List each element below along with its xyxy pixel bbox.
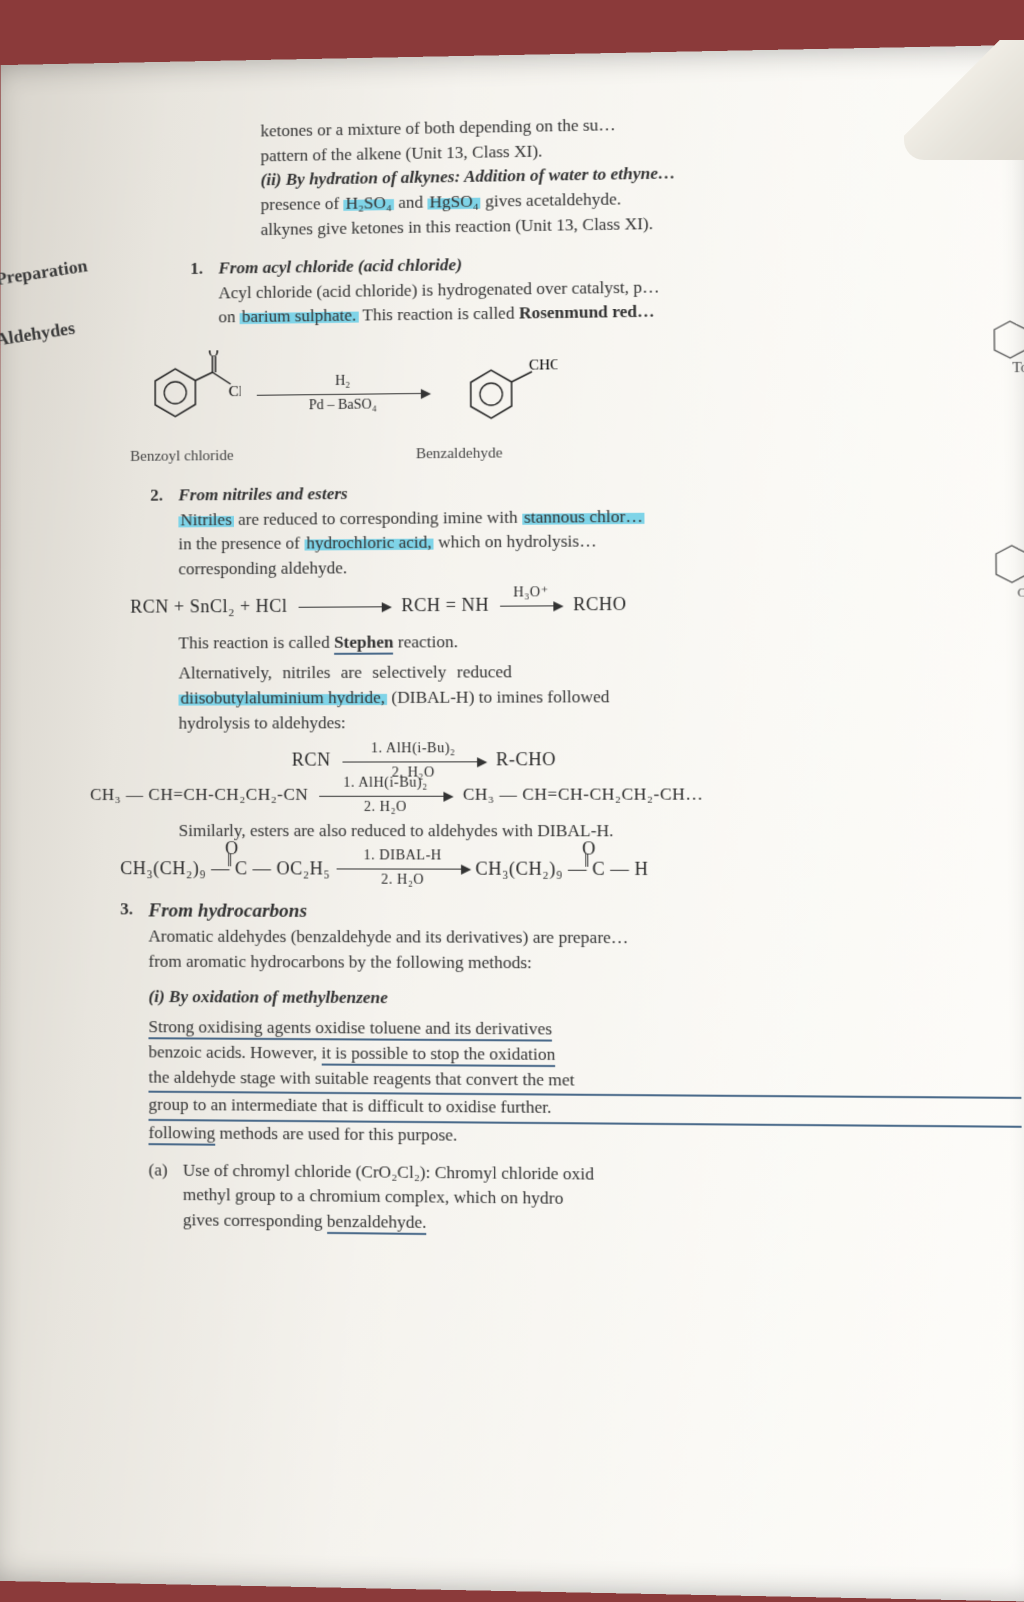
svg-text:Cl: Cl xyxy=(229,384,241,400)
sec2-l1b: are reduced to corresponding imine with xyxy=(238,507,518,528)
nitriles-hl: Nitriles xyxy=(178,510,233,529)
sec1-num: 1. xyxy=(190,257,218,331)
side-tolu: Tolu xyxy=(1012,360,1024,378)
dibal-eq2: CH₃ — CH=CH-CH₂CH₂-CN 1. AlH(i-Bu)₂ 2. H… xyxy=(90,784,1019,805)
rosenmund-reaction: O Cl H₂ Pd – BaSO₄ CHO xyxy=(130,341,1016,441)
sec3-l1: Aromatic aldehydes (benzaldehyde and its… xyxy=(148,925,1020,953)
svg-text:Cl: Cl xyxy=(1017,584,1024,599)
svg-text:CHO: CHO xyxy=(529,357,558,374)
intro-line3: (ii) By hydration of alkynes: Addition o… xyxy=(261,164,676,190)
sec3-p2b: it is possible to stop the oxidation xyxy=(321,1043,555,1067)
sec1-l2c: This reaction is called xyxy=(362,304,514,325)
sec2-l2c: which on hydrolysis… xyxy=(438,532,597,552)
benzaldehyde-structure: CHO xyxy=(445,351,558,433)
svg-text:O: O xyxy=(208,350,218,360)
alt3: hydrolysis to aldehydes: xyxy=(179,709,1019,736)
similarly-line: Similarly, esters are also reduced to al… xyxy=(179,819,1020,844)
sec3-subi: (i) By oxidation of methylbenzene xyxy=(148,985,1020,1014)
arrow-pd-baso4: Pd – BaSO₄ xyxy=(257,397,429,415)
benzoyl-chloride-structure: O Cl xyxy=(130,350,241,441)
alt2b: (DIBAL-H) to imines followed xyxy=(391,687,609,707)
sec3-num: 3. xyxy=(120,897,148,1232)
h2so4-highlight: H₂SO₄ xyxy=(343,193,394,213)
hgso4-highlight: HgSO₄ xyxy=(427,192,480,212)
margin-aldehydes: Aldehydes xyxy=(0,318,76,351)
hcl-hl: hydrochloric acid, xyxy=(304,533,434,553)
stephen-a: This reaction is called xyxy=(178,632,329,652)
sec3-p1: Strong oxidising agents oxidise toluene … xyxy=(148,1017,552,1041)
sec3-a1: Use of chromyl chloride (CrO₂Cl₂): Chrom… xyxy=(183,1158,594,1187)
stephen-c: reaction. xyxy=(398,632,458,651)
barium-sulphate-hl: barium sulphate. xyxy=(240,306,359,327)
benzoyl-caption: Benzoyl chloride xyxy=(130,448,233,466)
intro-line4b: and xyxy=(398,193,423,212)
arrow-h2: H₂ xyxy=(257,372,429,390)
ester-eq: O ‖ CH₃(CH₂)₉ — C — OC₂H₅ 1. DIBAL-H 2. … xyxy=(120,858,1019,881)
stephen-b: Stephen xyxy=(334,632,394,654)
sec3-a3: gives corresponding xyxy=(183,1210,323,1231)
sec3-head: From hydrocarbons xyxy=(148,897,1020,927)
stephen-equation: RCN + SnCl₂ + HCl RCH = NH H₃O⁺ RCHO xyxy=(130,591,1017,617)
sec2-l2a: in the presence of xyxy=(178,534,299,554)
sec3-p5b: methods are used for this purpose. xyxy=(220,1123,458,1144)
intro-line4c: gives acetaldehyde. xyxy=(485,189,621,210)
sec3-a-label: (a) xyxy=(149,1158,183,1233)
sec2-l3: corresponding aldehyde. xyxy=(178,552,1017,582)
side-ring-2: Cl xyxy=(985,533,1024,605)
sec1-l2a: on xyxy=(218,308,235,327)
stannous-hl: stannous chlor… xyxy=(522,506,645,526)
sec3-p5a: following xyxy=(148,1123,215,1146)
dibal-hl: diisobutylaluminium hydride, xyxy=(179,688,388,708)
sec2-num: 2. xyxy=(150,484,178,583)
margin-preparation: Preparation xyxy=(0,255,89,290)
sec3-a3b: benzaldehyde. xyxy=(327,1211,427,1234)
sec3-p2a: benzoic acids. However, xyxy=(148,1042,321,1062)
sec3-l2: from aromatic hydrocarbons by the follow… xyxy=(148,950,1020,978)
alt-line1: Alternatively, nitriles are selectively … xyxy=(178,658,1018,686)
intro-line4a: presence of xyxy=(261,194,340,214)
dibal-eq1: RCN 1. AlH(i-Bu)₂ 2. H₂O R-CHO xyxy=(292,748,1019,770)
benzaldehyde-caption: Benzaldehyde xyxy=(416,446,503,464)
rosenmund: Rosenmund red… xyxy=(519,302,655,323)
